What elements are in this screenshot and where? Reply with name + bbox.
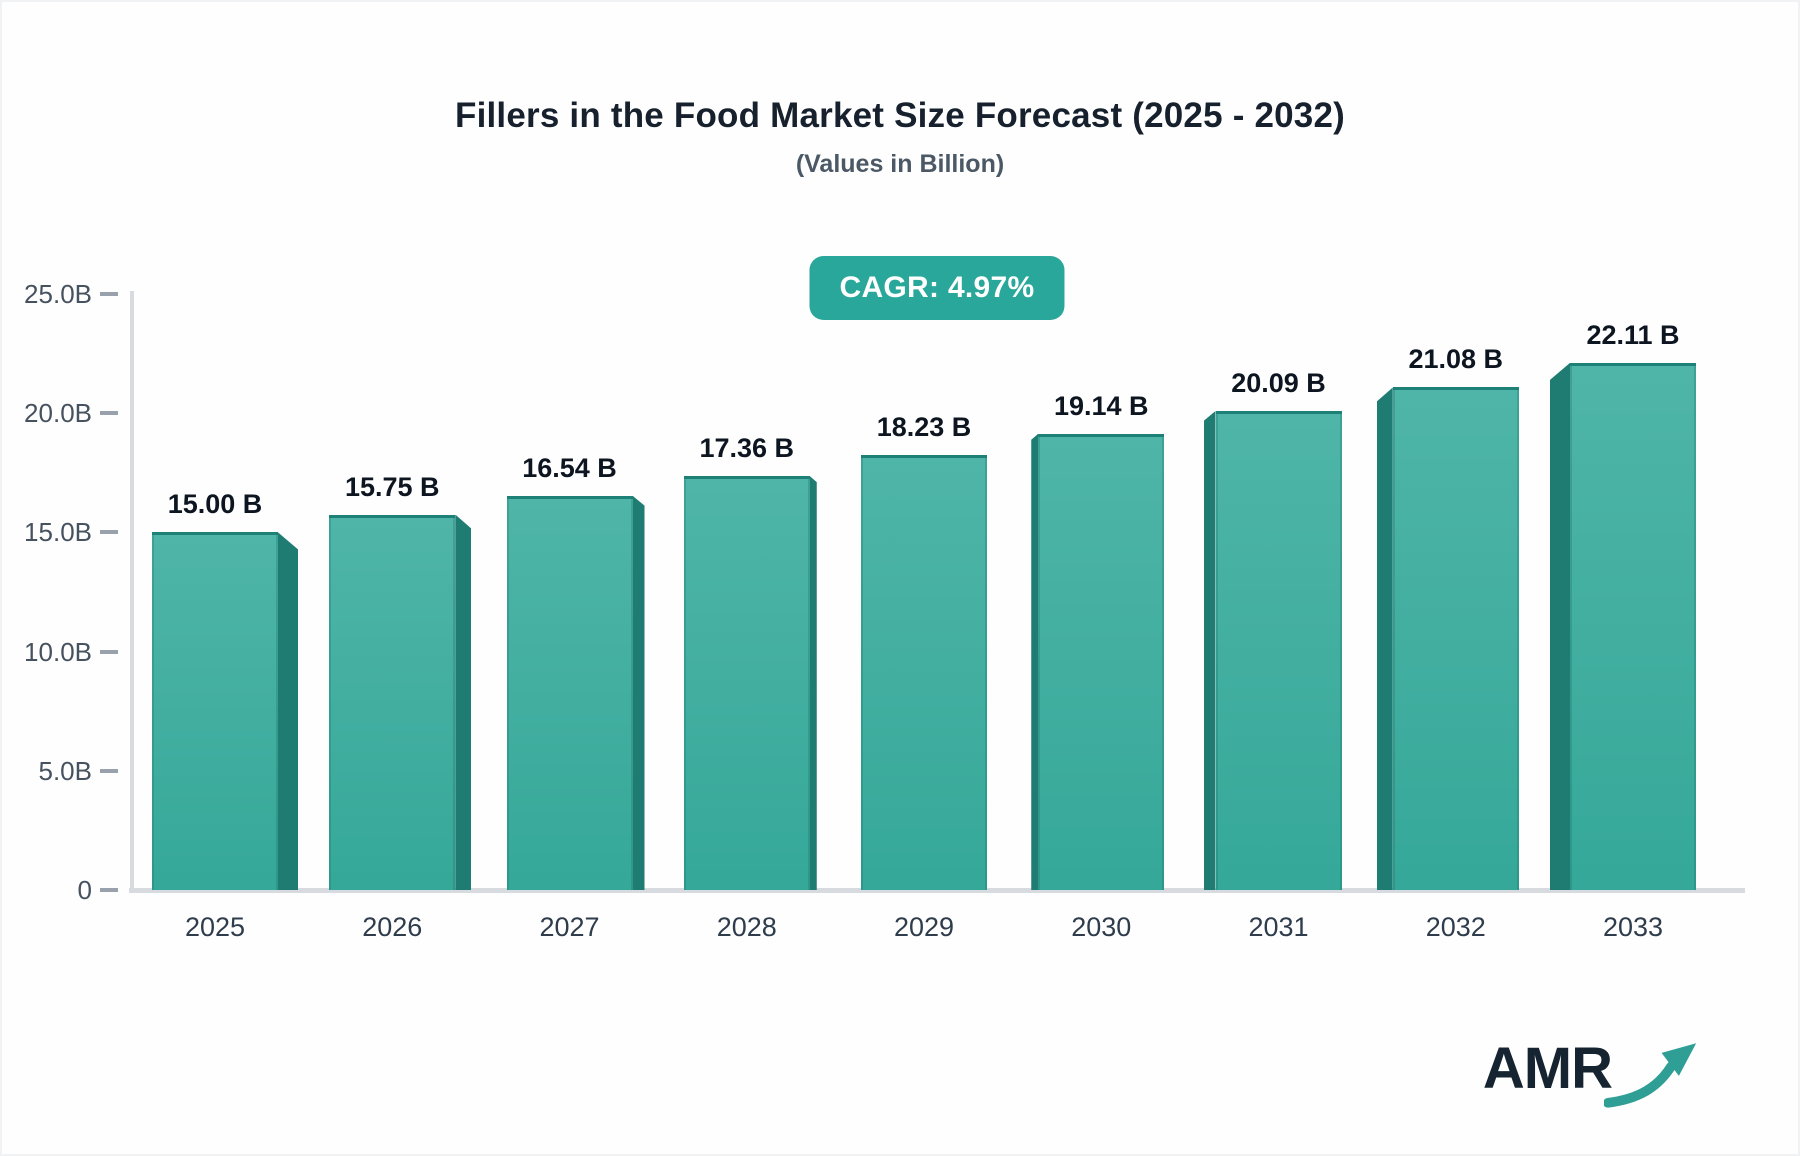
- y-tick-mark: [100, 530, 118, 535]
- bar: [1215, 411, 1342, 890]
- x-axis-label: 2025: [184, 912, 246, 942]
- y-tick-mark: [100, 292, 118, 296]
- bar: [506, 495, 633, 890]
- x-axis-label: 2030: [1071, 912, 1132, 942]
- growth-arrow-icon: [1604, 1043, 1697, 1108]
- cagr-badge: CAGR: 4.97%: [809, 256, 1065, 320]
- bar-side-face: [278, 532, 298, 890]
- x-axis-label: 2031: [1248, 912, 1309, 942]
- x-axis-label: 2028: [716, 912, 777, 942]
- bar-value-label: 15.00 B: [167, 489, 263, 520]
- y-axis-line: [130, 291, 134, 891]
- bar: [329, 514, 456, 890]
- bar-value-label: 15.75 B: [344, 471, 440, 502]
- x-axis-label: 2026: [362, 912, 423, 942]
- y-tick-label: 0: [77, 875, 92, 905]
- y-tick-mark: [100, 649, 118, 654]
- x-axis-label: 2032: [1425, 912, 1486, 942]
- bar: [1038, 433, 1165, 890]
- y-tick-label: 10.0B: [24, 636, 92, 667]
- y-tick-label: 5.0B: [38, 755, 93, 786]
- bar-value-label: 17.36 B: [699, 433, 795, 464]
- y-tick-label: 25.0B: [24, 279, 92, 309]
- bar-value-label: 21.08 B: [1408, 344, 1504, 375]
- x-axis-line: [129, 888, 1745, 893]
- y-tick-mark: [100, 768, 118, 773]
- chart-subtitle: (Values in Billion): [795, 150, 1005, 178]
- y-tick-label: 15.0B: [24, 517, 92, 548]
- bar-side-face: [809, 476, 817, 890]
- bar-side-face: [1376, 387, 1393, 890]
- x-axis-label: 2027: [539, 912, 600, 942]
- x-axis-label: 2033: [1602, 912, 1664, 942]
- bar: [1570, 362, 1696, 890]
- bar-side-face: [455, 514, 472, 890]
- bar-side-face: [1031, 433, 1039, 890]
- y-tick-label: 20.0B: [24, 398, 92, 429]
- x-axis-label: 2029: [893, 912, 955, 942]
- bar-side-face: [632, 495, 645, 890]
- bar-value-label: 22.11 B: [1586, 319, 1680, 350]
- bar-value-label: 20.09 B: [1231, 368, 1326, 399]
- chart-title: Fillers in the Food Market Size Forecast…: [455, 96, 1345, 135]
- bar-value-label: 19.14 B: [1053, 390, 1149, 421]
- y-tick-mark: [100, 888, 118, 892]
- brand-logo: AMR: [1483, 1034, 1700, 1110]
- bar: [152, 532, 278, 890]
- bar-value-label: 16.54 B: [522, 452, 617, 483]
- bar-side-face: [1550, 362, 1570, 890]
- bar: [683, 476, 810, 890]
- brand-logo-text: AMR: [1482, 1036, 1613, 1101]
- bar-value-label: 18.23 B: [876, 412, 972, 443]
- y-tick-mark: [100, 411, 118, 416]
- bar-side-face: [1203, 411, 1216, 890]
- bar: [861, 455, 987, 890]
- bar: [1392, 387, 1519, 890]
